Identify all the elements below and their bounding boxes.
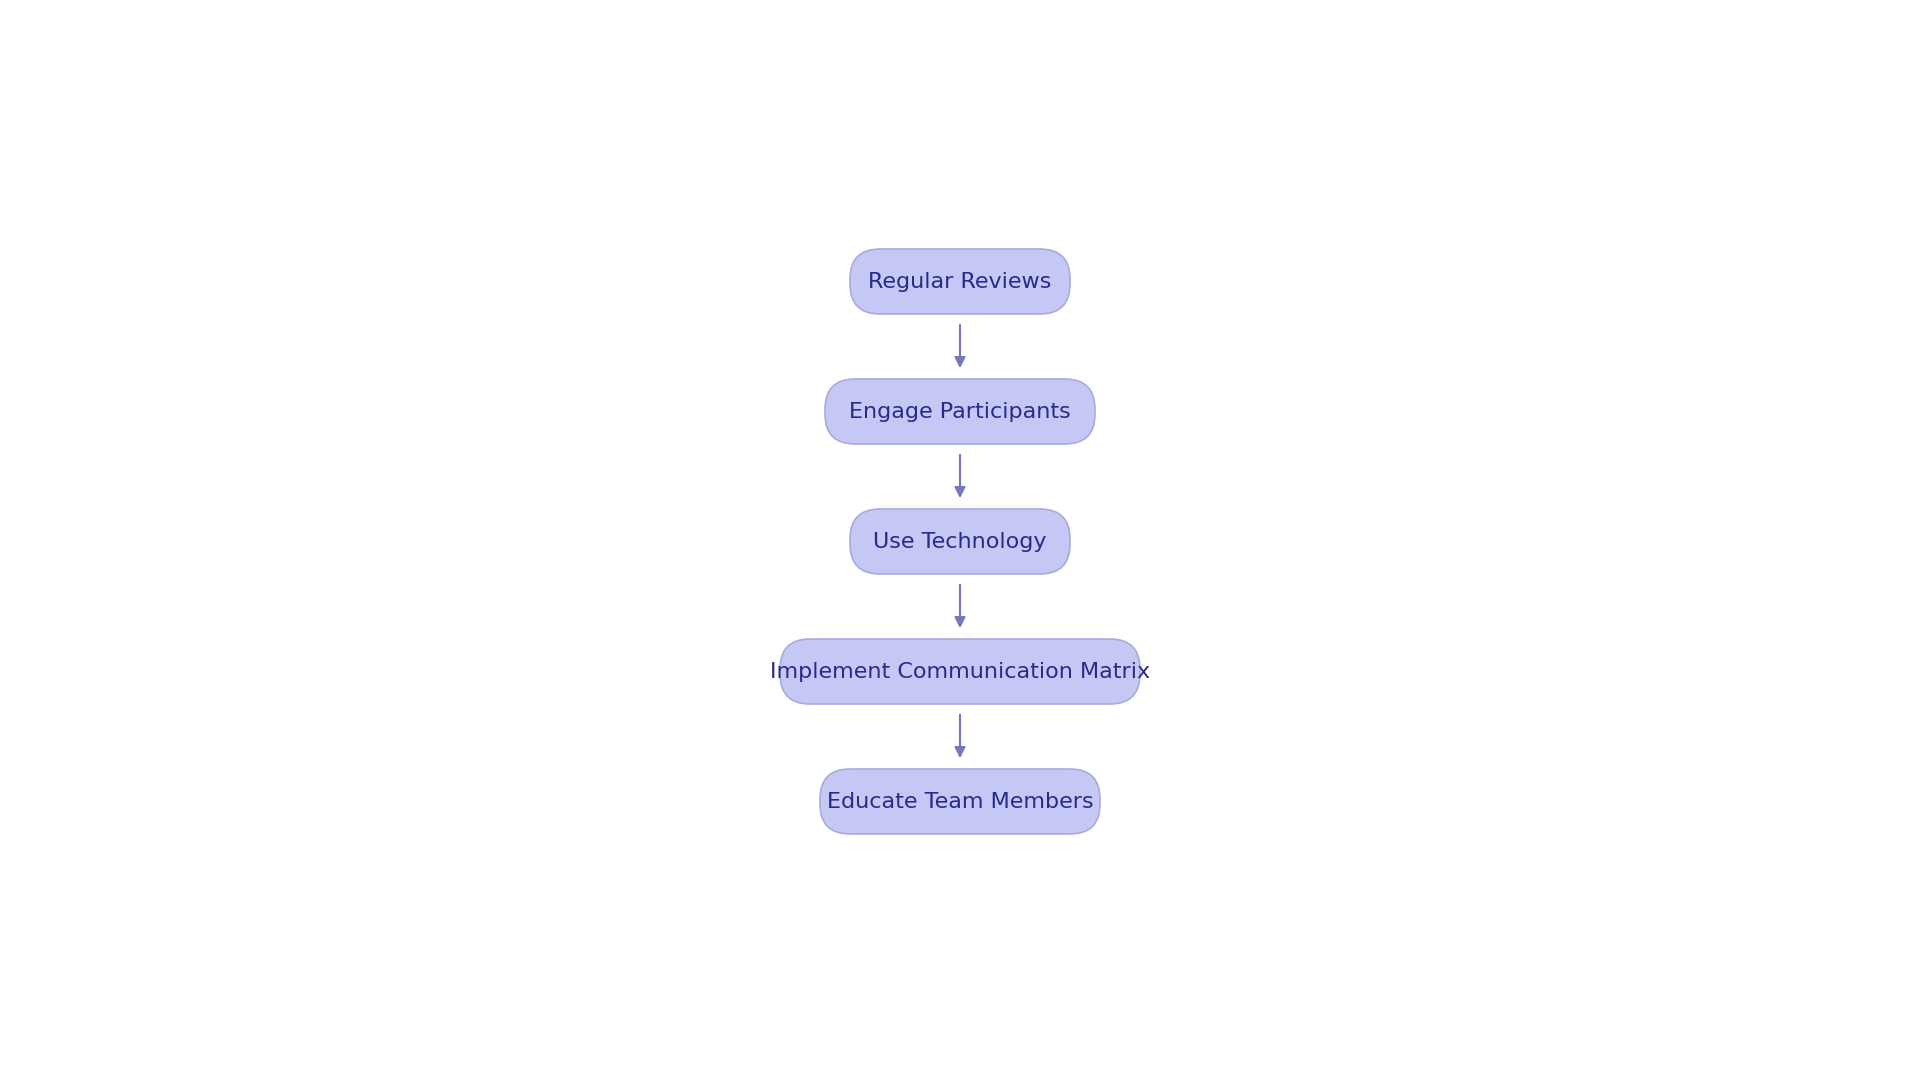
Text: Implement Communication Matrix: Implement Communication Matrix [770,662,1150,681]
FancyBboxPatch shape [851,249,1069,314]
Text: Educate Team Members: Educate Team Members [828,792,1092,811]
FancyBboxPatch shape [780,639,1140,704]
FancyBboxPatch shape [851,509,1069,574]
Text: Regular Reviews: Regular Reviews [868,272,1052,291]
Text: Use Technology: Use Technology [874,532,1046,551]
Text: Engage Participants: Engage Participants [849,402,1071,421]
FancyBboxPatch shape [826,379,1094,444]
FancyBboxPatch shape [820,769,1100,834]
